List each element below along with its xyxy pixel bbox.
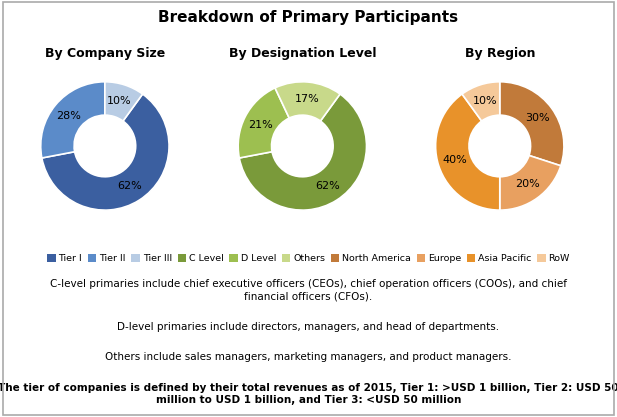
Text: 40%: 40% <box>443 156 468 166</box>
Text: 10%: 10% <box>107 96 131 106</box>
Text: Others include sales managers, marketing managers, and product managers.: Others include sales managers, marketing… <box>106 352 511 362</box>
Text: D-level primaries include directors, managers, and head of departments.: D-level primaries include directors, man… <box>117 322 500 332</box>
Text: 30%: 30% <box>525 113 550 123</box>
Wedge shape <box>42 94 169 210</box>
Text: 62%: 62% <box>118 181 143 191</box>
Text: 21%: 21% <box>248 120 273 130</box>
Wedge shape <box>41 82 105 158</box>
Text: 20%: 20% <box>515 179 540 189</box>
Wedge shape <box>462 82 500 121</box>
Text: 62%: 62% <box>315 181 340 191</box>
Text: C-level primaries include chief executive officers (CEOs), chief operation offic: C-level primaries include chief executiv… <box>50 279 567 301</box>
Title: By Designation Level: By Designation Level <box>228 48 376 60</box>
Wedge shape <box>500 156 561 210</box>
Title: By Company Size: By Company Size <box>45 48 165 60</box>
Text: 10%: 10% <box>473 96 497 106</box>
Wedge shape <box>500 82 564 166</box>
Wedge shape <box>436 94 500 210</box>
Text: 17%: 17% <box>294 94 319 104</box>
Legend: Tier I, Tier II, Tier III, C Level, D Level, Others, North America, Europe, Asia: Tier I, Tier II, Tier III, C Level, D Le… <box>43 250 574 267</box>
Text: 28%: 28% <box>56 111 81 121</box>
Wedge shape <box>275 82 340 121</box>
Title: By Region: By Region <box>465 48 535 60</box>
Text: The tier of companies is defined by their total revenues as of 2015, Tier 1: >US: The tier of companies is defined by thei… <box>0 383 617 404</box>
Wedge shape <box>239 94 366 210</box>
Wedge shape <box>105 82 143 121</box>
Wedge shape <box>238 88 289 158</box>
Text: Breakdown of Primary Participants: Breakdown of Primary Participants <box>159 10 458 25</box>
